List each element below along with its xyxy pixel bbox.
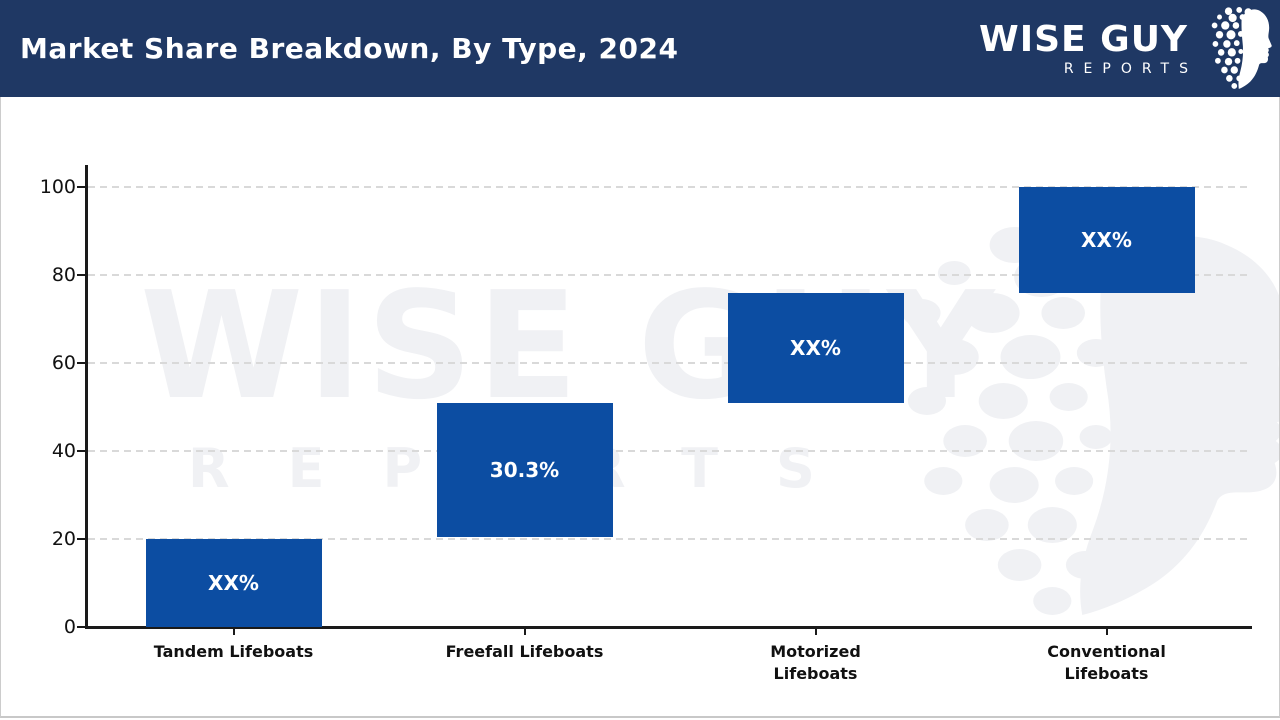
gridline-y60 [88,362,1252,364]
x-tick-label: Motorized Lifeboats [706,641,926,684]
header: Market Share Breakdown, By Type, 2024 WI… [0,0,1280,97]
x-tick-label: Freefall Lifeboats [415,641,635,663]
logo-text: WISE GUY REPORTS [978,18,1188,76]
x-tick-label-line: Lifeboats [773,663,858,683]
x-tick-mark [523,629,526,635]
bar-value-label: 30.3% [489,458,560,483]
x-tick-label: Tandem Lifeboats [124,641,344,663]
x-tick-label-line: Freefall Lifeboats [445,642,604,661]
y-tick-label: 40 [51,440,76,462]
gridline-y20 [88,538,1252,540]
page-title: Market Share Breakdown, By Type, 2024 [20,32,679,65]
y-tick-mark [77,450,85,452]
axis-spine-left [85,165,88,629]
wise-guy-logo: WISE GUY REPORTS [978,6,1272,91]
y-tick-mark [77,362,85,364]
bar-value-label: XX% [790,336,841,361]
gridline-y100 [88,186,1252,188]
x-tick-label: Conventional Lifeboats [997,641,1217,684]
x-tick-mark [814,629,817,635]
bar-value-label: XX% [208,571,259,595]
y-tick-mark [77,538,85,540]
x-tick-mark [232,629,235,635]
y-tick-label: 0 [63,616,76,638]
y-tick-mark [77,274,85,276]
x-tick-label-line: Tandem Lifeboats [153,642,314,661]
bar-2: 30.3% [436,403,613,537]
x-tick-label-line: Lifeboats [1064,663,1149,683]
y-tick-label: 100 [39,176,76,198]
gridline-y40 [88,450,1252,452]
logo-subtitle: REPORTS [1063,60,1198,77]
y-tick-label: 20 [51,528,76,550]
logo-wordmark: WISE GUY [978,18,1188,60]
bar-value-label: XX% [1081,228,1132,253]
x-tick-label-line: Conventional [1047,642,1166,661]
y-tick-label: 60 [51,352,76,374]
x-tick-label-line: Motorized [770,642,861,661]
bar-3: XX% [727,293,904,404]
bar-4: XX% [1018,187,1195,294]
y-tick-label: 80 [51,264,76,286]
logo-head-icon [1211,6,1272,89]
frame-bottom-pad [0,718,1280,720]
x-tick-mark [1105,629,1108,635]
gridline-y80 [88,274,1252,276]
axis-spine-bottom [85,626,1252,629]
y-tick-mark [77,186,85,188]
bar-1: XX% [145,539,322,627]
y-tick-mark [77,626,85,628]
